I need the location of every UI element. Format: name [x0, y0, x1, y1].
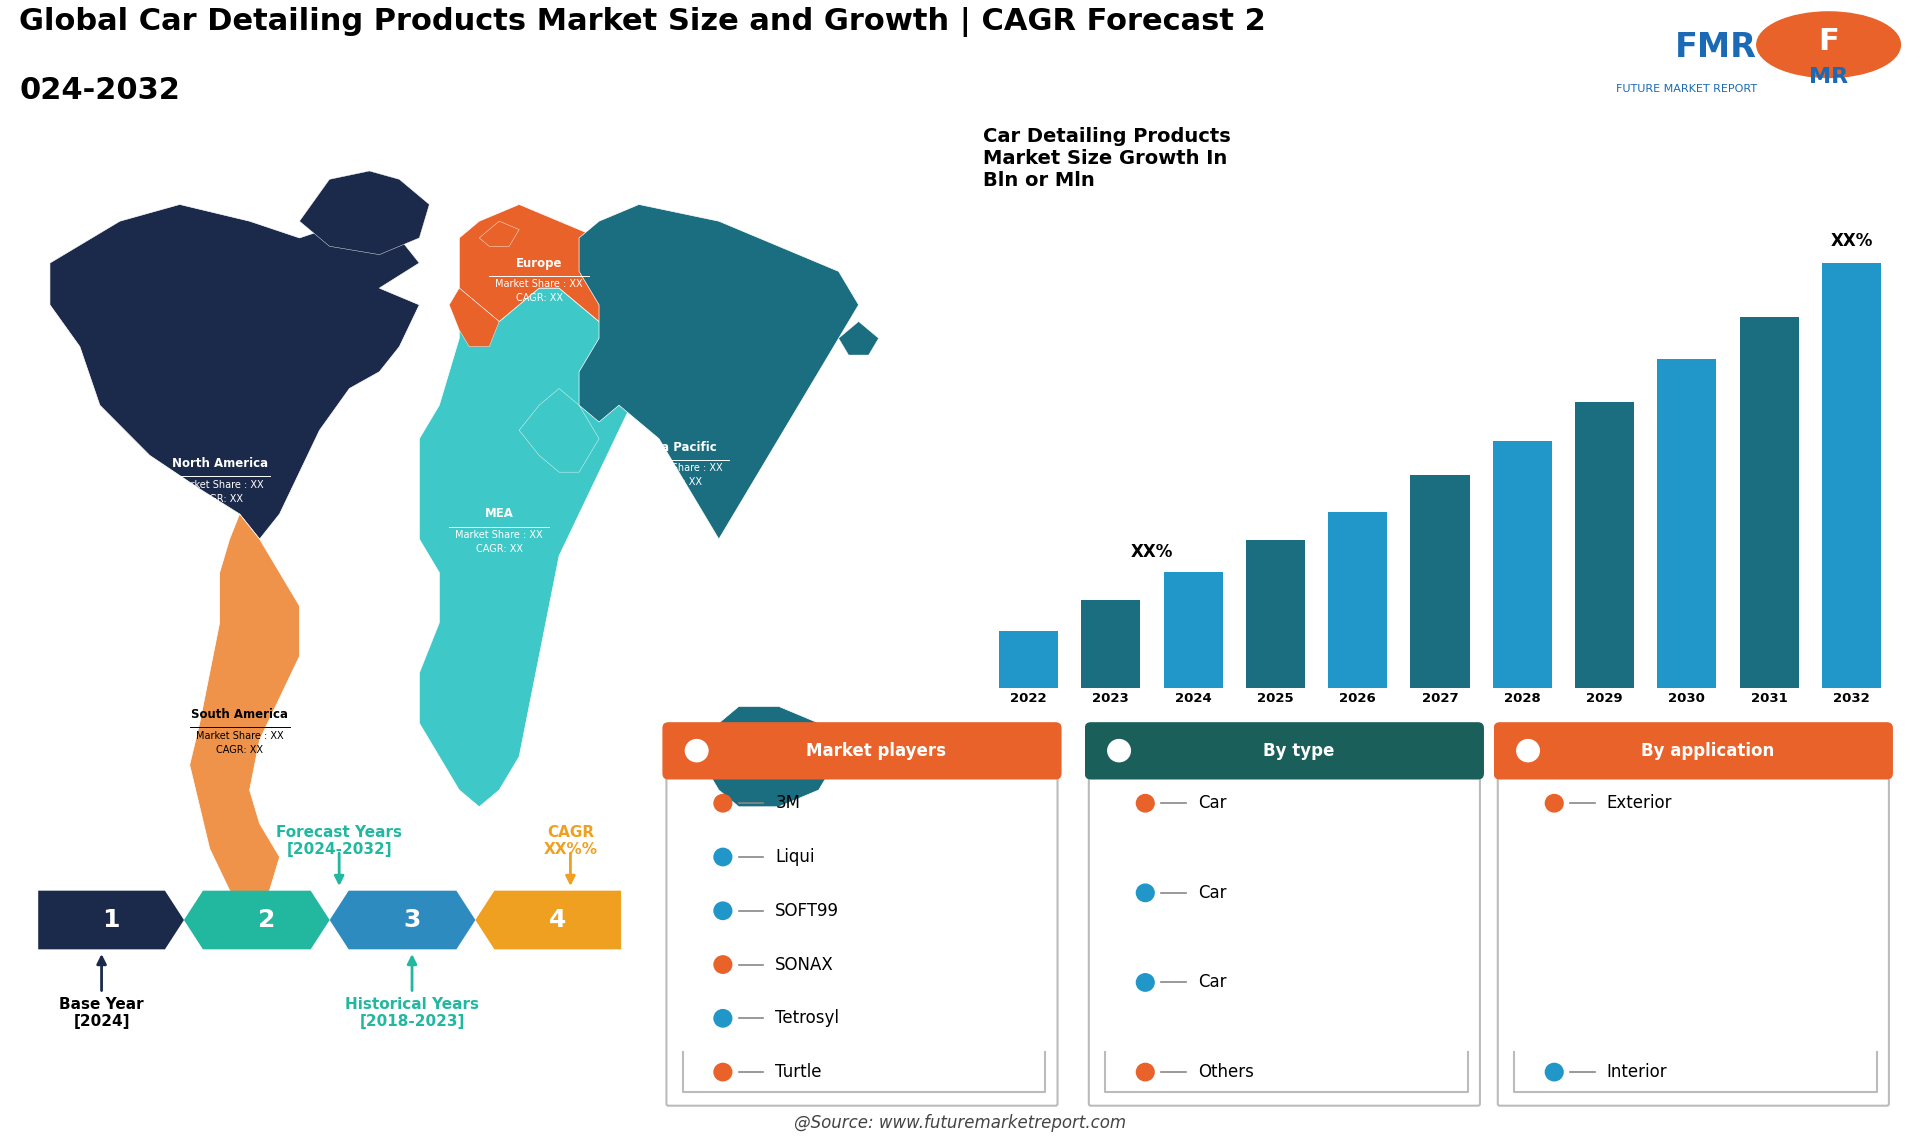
- FancyBboxPatch shape: [662, 722, 1062, 779]
- Bar: [1411, 476, 1469, 688]
- Circle shape: [714, 956, 732, 973]
- Circle shape: [1517, 739, 1540, 762]
- Text: Car: Car: [1198, 794, 1227, 813]
- Text: Market players: Market players: [806, 741, 947, 760]
- Text: MR: MR: [1809, 68, 1849, 87]
- Text: 2: 2: [257, 908, 275, 932]
- Circle shape: [1137, 1063, 1154, 1081]
- Polygon shape: [419, 288, 639, 807]
- Polygon shape: [580, 204, 858, 539]
- Bar: [1164, 572, 1223, 688]
- Text: 1: 1: [102, 908, 119, 932]
- Text: @Source: www.futuremarketreport.com: @Source: www.futuremarketreport.com: [795, 1114, 1125, 1132]
- Polygon shape: [38, 890, 184, 949]
- Polygon shape: [839, 322, 879, 355]
- Text: FMR: FMR: [1674, 31, 1757, 64]
- Text: CAGR: XX: CAGR: XX: [516, 293, 563, 304]
- Bar: [1081, 599, 1140, 688]
- Bar: [1657, 360, 1716, 688]
- Text: XX%: XX%: [1830, 233, 1872, 250]
- Text: FUTURE MARKET REPORT: FUTURE MARKET REPORT: [1615, 85, 1757, 94]
- Text: Car: Car: [1198, 973, 1227, 991]
- Circle shape: [714, 848, 732, 865]
- Bar: [1740, 317, 1799, 688]
- Text: Others: Others: [1198, 1063, 1254, 1081]
- Polygon shape: [449, 288, 499, 346]
- Circle shape: [1546, 1063, 1563, 1081]
- Text: 3M: 3M: [776, 794, 801, 813]
- Bar: [1246, 541, 1306, 688]
- Polygon shape: [50, 204, 419, 539]
- Text: 4: 4: [549, 908, 566, 932]
- Text: 024-2032: 024-2032: [19, 76, 180, 104]
- Bar: [1492, 441, 1551, 688]
- Polygon shape: [190, 513, 300, 908]
- Text: 3: 3: [403, 908, 420, 932]
- Text: Interior: Interior: [1607, 1063, 1667, 1081]
- Polygon shape: [699, 706, 839, 807]
- Circle shape: [1546, 794, 1563, 811]
- Text: Turtle: Turtle: [776, 1063, 822, 1081]
- Text: Market Share : XX: Market Share : XX: [636, 463, 722, 473]
- Text: Market Share : XX: Market Share : XX: [196, 731, 284, 740]
- Text: North America: North America: [171, 457, 267, 470]
- Text: Market Share : XX: Market Share : XX: [455, 529, 543, 540]
- Circle shape: [714, 794, 732, 811]
- Text: F: F: [1818, 28, 1839, 56]
- Text: CAGR: XX: CAGR: XX: [476, 544, 522, 555]
- Bar: [998, 631, 1058, 688]
- Text: Market Share : XX: Market Share : XX: [495, 278, 584, 289]
- FancyBboxPatch shape: [1085, 722, 1484, 779]
- Text: SONAX: SONAX: [776, 956, 833, 974]
- FancyBboxPatch shape: [1494, 722, 1893, 779]
- Circle shape: [1137, 974, 1154, 991]
- Text: CAGR: XX: CAGR: XX: [217, 745, 263, 755]
- Text: SOFT99: SOFT99: [776, 902, 839, 920]
- Polygon shape: [459, 204, 639, 322]
- Text: CAGR: XX: CAGR: XX: [655, 477, 703, 487]
- Bar: [1574, 402, 1634, 688]
- Bar: [1329, 512, 1388, 688]
- Bar: [1822, 264, 1882, 688]
- Text: MEA: MEA: [484, 508, 515, 520]
- Text: Market Share : XX: Market Share : XX: [177, 480, 263, 489]
- Circle shape: [1108, 739, 1131, 762]
- Text: Tetrosyl: Tetrosyl: [776, 1010, 839, 1027]
- Polygon shape: [330, 890, 476, 949]
- Text: XX%: XX%: [1131, 543, 1173, 562]
- Text: Exterior: Exterior: [1607, 794, 1672, 813]
- Text: Historical Years
[2018-2023]: Historical Years [2018-2023]: [346, 997, 478, 1029]
- Circle shape: [1137, 885, 1154, 902]
- Text: Asia Pacific: Asia Pacific: [641, 440, 716, 454]
- Polygon shape: [300, 171, 430, 254]
- Text: South America: South America: [192, 708, 288, 721]
- Polygon shape: [476, 890, 622, 949]
- Circle shape: [714, 902, 732, 919]
- Text: Europe: Europe: [516, 257, 563, 269]
- Circle shape: [714, 1010, 732, 1027]
- Polygon shape: [184, 890, 330, 949]
- Text: By type: By type: [1263, 741, 1334, 760]
- Circle shape: [1137, 794, 1154, 811]
- Text: Global Car Detailing Products Market Size and Growth | CAGR Forecast 2: Global Car Detailing Products Market Siz…: [19, 7, 1265, 37]
- Text: CAGR: XX: CAGR: XX: [196, 494, 244, 504]
- Text: Car: Car: [1198, 884, 1227, 902]
- Polygon shape: [518, 388, 599, 472]
- Circle shape: [714, 1063, 732, 1081]
- Circle shape: [685, 739, 708, 762]
- Text: By application: By application: [1642, 741, 1774, 760]
- Text: Forecast Years
[2024-2032]: Forecast Years [2024-2032]: [276, 825, 401, 857]
- Text: Liqui: Liqui: [776, 848, 814, 866]
- Text: Car Detailing Products
Market Size Growth In
Bln or Mln: Car Detailing Products Market Size Growt…: [983, 127, 1231, 190]
- Text: Base Year
[2024]: Base Year [2024]: [60, 997, 144, 1029]
- Circle shape: [1757, 11, 1901, 78]
- Polygon shape: [480, 221, 518, 246]
- Text: CAGR
XX%%: CAGR XX%%: [543, 825, 597, 857]
